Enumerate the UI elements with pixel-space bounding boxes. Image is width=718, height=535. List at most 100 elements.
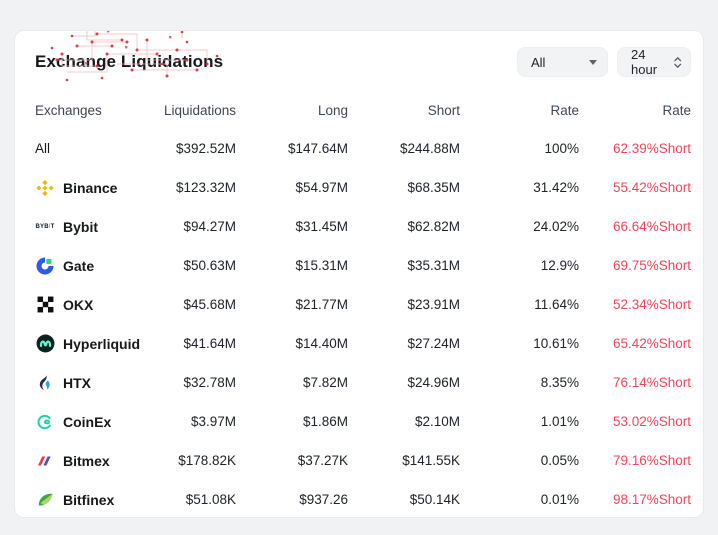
table-row[interactable]: BYBIT Bybit $94.27M $31.45M $62.82M 24.02% 66…: [35, 207, 691, 246]
table-row[interactable]: Hyperliquid $41.64M $14.40M $27.24M 10.61% 65…: [35, 324, 691, 363]
short-rate-cell: 69.75%Short: [612, 258, 691, 273]
rate-cell: 1.01%: [540, 414, 579, 429]
short-cell: $24.96M: [407, 375, 460, 390]
exchange-cell: Hyperliquid: [35, 334, 155, 353]
liquidations-cell: $41.64M: [183, 336, 236, 351]
rate-cell: 24.02%: [533, 219, 579, 234]
exchange-name: Bitmex: [63, 452, 110, 469]
exchange-name: Gate: [63, 257, 95, 274]
long-cell: $14.40M: [295, 336, 348, 351]
bitfinex-icon: [35, 490, 55, 509]
time-filter-dropdown[interactable]: 24 hour: [617, 47, 691, 77]
short-cell: $27.24M: [407, 336, 460, 351]
exchange-cell: Bitmex: [35, 452, 155, 470]
liquidations-cell: $50.63M: [183, 258, 236, 273]
rate-cell: 8.35%: [540, 375, 579, 390]
exchange-name: All: [35, 141, 51, 156]
exchange-name: OKX: [63, 296, 94, 313]
liquidations-cell: $392.52M: [175, 141, 236, 156]
liquidations-cell: $3.97M: [190, 414, 236, 429]
short-cell: $244.88M: [399, 141, 460, 156]
page-title: Exchange Liquidations: [35, 52, 224, 71]
hyperliquid-icon: [35, 334, 55, 353]
short-rate-cell: 52.34%Short: [612, 297, 691, 312]
exchange-cell: Bitfinex: [35, 490, 155, 509]
long-cell: $147.64M: [287, 141, 348, 156]
col-header-short-rate: Rate: [662, 102, 691, 118]
exchange-cell: Binance: [35, 179, 155, 197]
long-cell: $15.31M: [295, 258, 348, 273]
short-rate-cell: 66.64%Short: [612, 219, 691, 234]
rate-cell: 12.9%: [540, 258, 579, 273]
rate-cell: 0.01%: [540, 492, 579, 507]
unfold-more-icon: [673, 56, 681, 68]
liquidations-cell: $94.27M: [183, 219, 236, 234]
exchange-cell: OKX: [35, 296, 155, 313]
short-rate-cell: 53.02%Short: [612, 414, 691, 429]
gate-icon: [35, 256, 55, 275]
table-row[interactable]: HTX $32.78M $7.82M $24.96M 8.35% 76.14%Short: [35, 363, 691, 402]
rate-cell: 0.05%: [540, 453, 579, 468]
bitmex-icon: [35, 452, 55, 470]
filter-controls: All 24 hour: [517, 47, 691, 77]
long-cell: $7.82M: [302, 375, 348, 390]
rate-cell: 100%: [544, 141, 579, 156]
time-filter-value: 24 hour: [631, 47, 658, 77]
short-rate-cell: 76.14%Short: [612, 375, 691, 390]
exchange-cell: CoinEx: [35, 413, 155, 431]
rate-cell: 10.61%: [533, 336, 579, 351]
pair-filter-dropdown[interactable]: All: [517, 47, 608, 77]
col-header-short: Short: [427, 102, 460, 118]
rate-cell: 11.64%: [534, 297, 579, 312]
col-header-exchanges: Exchanges: [35, 102, 102, 118]
liquidations-cell: $45.68M: [183, 297, 236, 312]
table-row[interactable]: OKX $45.68M $21.77M $23.91M 11.64% 52.34%Shor…: [35, 285, 691, 324]
coinex-icon: [35, 413, 55, 431]
liquidations-cell: $123.32M: [175, 180, 236, 195]
long-cell: $21.77M: [295, 297, 348, 312]
col-header-rate: Rate: [550, 102, 579, 118]
liquidations-cell: $32.78M: [183, 375, 236, 390]
exchange-name: CoinEx: [63, 413, 112, 430]
exchange-name: Bitfinex: [63, 491, 115, 508]
htx-icon: [35, 374, 55, 392]
table-row[interactable]: All $392.52M $147.64M $244.88M 100% 62.39%Sho…: [35, 129, 691, 168]
binance-icon: [35, 179, 55, 197]
exchange-cell: HTX: [35, 374, 155, 392]
bybit-icon: BYBIT: [35, 223, 55, 230]
rate-cell: 31.42%: [533, 180, 579, 195]
short-rate-cell: 98.17%Short: [612, 492, 691, 507]
exchange-name: Hyperliquid: [63, 335, 141, 352]
short-rate-cell: 65.42%Short: [612, 336, 691, 351]
long-cell: $37.27K: [297, 453, 348, 468]
col-header-liquidations: Liquidations: [163, 102, 236, 118]
exchange-cell: BYBIT Bybit: [35, 219, 155, 235]
exchange-cell: All: [35, 141, 155, 156]
long-cell: $31.45M: [295, 219, 348, 234]
table-row[interactable]: CoinEx $3.97M $1.86M $2.10M 1.01% 53.02%Short: [35, 402, 691, 441]
table-row[interactable]: Bitmex $178.82K $37.27K $141.55K 0.05% 79.16%…: [35, 441, 691, 480]
table-row[interactable]: Bitfinex $51.08K $937.26 $50.14K 0.01% 98.17%…: [35, 480, 691, 517]
liquidations-table: Exchanges Liquidations Long Short Rate R…: [15, 91, 703, 517]
short-rate-cell: 62.39%Short: [612, 141, 691, 156]
table-header-row: Exchanges Liquidations Long Short Rate R…: [35, 91, 691, 129]
short-cell: $141.55K: [402, 453, 460, 468]
short-cell: $23.91M: [407, 297, 460, 312]
exchange-name: Binance: [63, 179, 118, 196]
short-rate-cell: 79.16%Short: [612, 453, 691, 468]
table-row[interactable]: Gate $50.63M $15.31M $35.31M 12.9% 69.75%Shor…: [35, 246, 691, 285]
short-cell: $50.14K: [409, 492, 460, 507]
table-row[interactable]: Binance $123.32M $54.97M $68.35M 31.42% 55.42…: [35, 168, 691, 207]
okx-icon: [35, 296, 55, 313]
liquidations-cell: $178.82K: [178, 453, 236, 468]
short-cell: $35.31M: [407, 258, 460, 273]
long-cell: $1.86M: [302, 414, 348, 429]
exchange-name: HTX: [63, 374, 91, 391]
exchange-name: Bybit: [63, 218, 98, 235]
pair-filter-value: All: [531, 54, 546, 70]
card-header: Exchange Liquidations All 24 hour: [15, 31, 703, 87]
long-cell: $54.97M: [295, 180, 348, 195]
short-rate-cell: 55.42%Short: [612, 180, 691, 195]
exchange-liquidations-card: Exchange Liquidations All 24 hour Exchan…: [14, 30, 704, 518]
short-cell: $68.35M: [407, 180, 460, 195]
